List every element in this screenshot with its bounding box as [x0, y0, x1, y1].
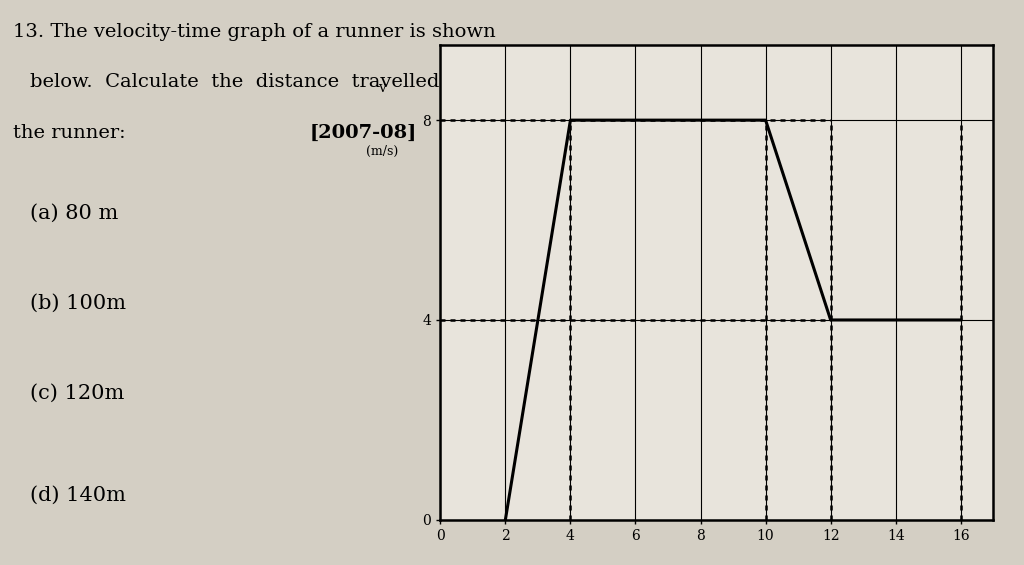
Text: v: v	[378, 81, 386, 95]
Text: [2007-08]: [2007-08]	[310, 124, 417, 142]
Text: 13. The velocity-time graph of a runner is shown: 13. The velocity-time graph of a runner …	[13, 23, 496, 41]
Text: (b) 100m: (b) 100m	[30, 294, 126, 313]
Text: (d) 140m: (d) 140m	[30, 486, 126, 505]
Text: (m/s): (m/s)	[366, 145, 398, 158]
Text: below.  Calculate  the  distance  travelled  by: below. Calculate the distance travelled …	[30, 73, 475, 92]
Text: (c) 120m: (c) 120m	[30, 384, 125, 403]
Text: (a) 80 m: (a) 80 m	[30, 203, 119, 223]
Text: the runner:: the runner:	[13, 124, 126, 142]
